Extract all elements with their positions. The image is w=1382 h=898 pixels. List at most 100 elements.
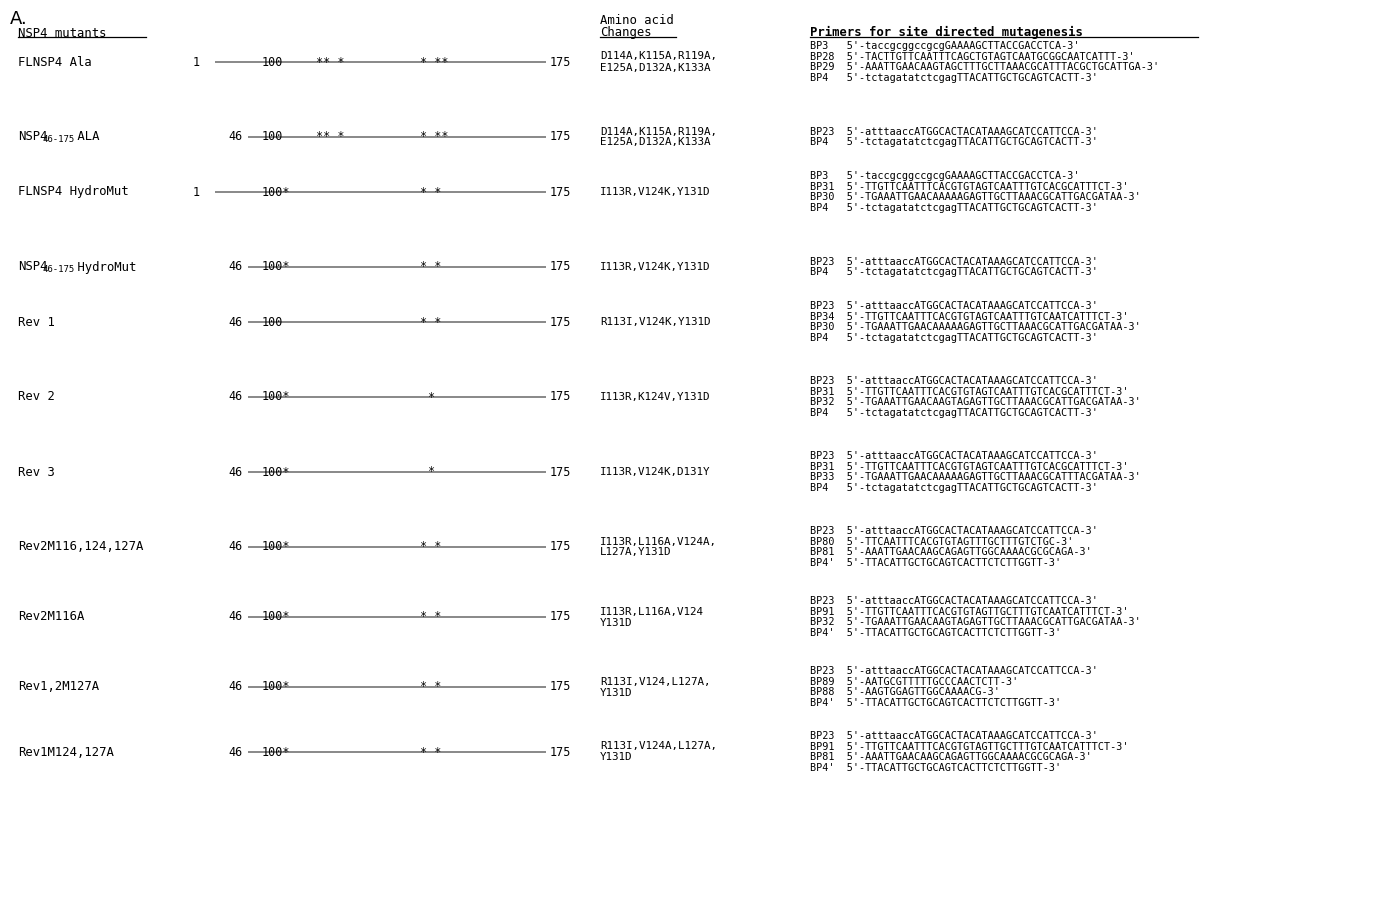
Text: 46: 46: [228, 130, 242, 144]
Text: D114A,K115A,R119A,: D114A,K115A,R119A,: [600, 127, 717, 136]
Text: BP4   5'-tctagatatctcgagTTACATTGCTGCAGTCACTT-3': BP4 5'-tctagatatctcgagTTACATTGCTGCAGTCAC…: [810, 268, 1097, 277]
Text: BP4   5'-tctagatatctcgagTTACATTGCTGCAGTCACTT-3': BP4 5'-tctagatatctcgagTTACATTGCTGCAGTCAC…: [810, 203, 1097, 213]
Text: BP34  5'-TTGTTCAATTTCACGTGTAGTCAATTTGTCAATCATTTCT-3': BP34 5'-TTGTTCAATTTCACGTGTAGTCAATTTGTCAA…: [810, 312, 1129, 321]
Text: 100*: 100*: [263, 186, 290, 198]
Text: 175: 175: [550, 130, 571, 144]
Text: 100*: 100*: [263, 260, 290, 274]
Text: A.: A.: [10, 10, 28, 28]
Text: 175: 175: [550, 391, 571, 403]
Text: 175: 175: [550, 315, 571, 329]
Text: BP32  5'-TGAAATTGAACAAGTAGAGTTGCTTAAACGCATTGACGATAA-3': BP32 5'-TGAAATTGAACAAGTAGAGTTGCTTAAACGCA…: [810, 397, 1140, 408]
Text: BP4'  5'-TTACATTGCTGCAGTCACTTCTCTTGGTT-3': BP4' 5'-TTACATTGCTGCAGTCACTTCTCTTGGTT-3': [810, 762, 1061, 773]
Text: BP4   5'-tctagatatctcgagTTACATTGCTGCAGTCACTT-3': BP4 5'-tctagatatctcgagTTACATTGCTGCAGTCAC…: [810, 333, 1097, 343]
Text: BP4   5'-tctagatatctcgagTTACATTGCTGCAGTCACTT-3': BP4 5'-tctagatatctcgagTTACATTGCTGCAGTCAC…: [810, 73, 1097, 83]
Text: 46: 46: [228, 315, 242, 329]
Text: BP81  5'-AAATTGAACAAGCAGAGTTGGCAAAACGCGCAGA-3': BP81 5'-AAATTGAACAAGCAGAGTTGGCAAAACGCGCA…: [810, 547, 1092, 558]
Text: R113I,V124K,Y131D: R113I,V124K,Y131D: [600, 317, 710, 327]
Text: I113R,V124K,Y131D: I113R,V124K,Y131D: [600, 262, 710, 272]
Text: BP91  5'-TTGTTCAATTTCACGTGTAGTTGCTTTGTCAATCATTTCT-3': BP91 5'-TTGTTCAATTTCACGTGTAGTTGCTTTGTCAA…: [810, 742, 1129, 752]
Text: BP81  5'-AAATTGAACAAGCAGAGTTGGCAAAACGCGCAGA-3': BP81 5'-AAATTGAACAAGCAGAGTTGGCAAAACGCGCA…: [810, 753, 1092, 762]
Text: * **: * **: [420, 56, 449, 68]
Text: BP33  5'-TGAAATTGAACAAAAAGAGTTGCTTAAACGCATTTACGATAA-3': BP33 5'-TGAAATTGAACAAAAAGAGTTGCTTAAACGCA…: [810, 472, 1140, 482]
Text: BP4'  5'-TTACATTGCTGCAGTCACTTCTCTTGGTT-3': BP4' 5'-TTACATTGCTGCAGTCACTTCTCTTGGTT-3': [810, 558, 1061, 568]
Text: Rev2M116,124,127A: Rev2M116,124,127A: [18, 541, 144, 553]
Text: * *: * *: [420, 315, 441, 329]
Text: 175: 175: [550, 541, 571, 553]
Text: BP80  5'-TTCAATTTCACGTGTAGTTTGCTTTGTCTGC-3': BP80 5'-TTCAATTTCACGTGTAGTTTGCTTTGTCTGC-…: [810, 537, 1074, 547]
Text: I113R,K124V,Y131D: I113R,K124V,Y131D: [600, 392, 710, 402]
Text: ** *: ** *: [316, 130, 344, 144]
Text: L127A,Y131D: L127A,Y131D: [600, 548, 672, 558]
Text: BP31  5'-TTGTTCAATTTCACGTGTAGTCAATTTGTCACGCATTTCT-3': BP31 5'-TTGTTCAATTTCACGTGTAGTCAATTTGTCAC…: [810, 387, 1129, 397]
Text: 1: 1: [193, 186, 200, 198]
Text: 46: 46: [228, 681, 242, 693]
Text: 46: 46: [228, 465, 242, 479]
Text: 46: 46: [228, 611, 242, 623]
Text: 100*: 100*: [263, 465, 290, 479]
Text: BP4'  5'-TTACATTGCTGCAGTCACTTCTCTTGGTT-3': BP4' 5'-TTACATTGCTGCAGTCACTTCTCTTGGTT-3': [810, 628, 1061, 638]
Text: 46: 46: [228, 260, 242, 274]
Text: 175: 175: [550, 260, 571, 274]
Text: BP23  5'-atttaaccATGGCACTACATAAAGCATCCATTCCA-3': BP23 5'-atttaaccATGGCACTACATAAAGCATCCATT…: [810, 596, 1097, 606]
Text: BP23  5'-atttaaccATGGCACTACATAAAGCATCCATTCCA-3': BP23 5'-atttaaccATGGCACTACATAAAGCATCCATT…: [810, 257, 1097, 267]
Text: Rev1,2M127A: Rev1,2M127A: [18, 681, 100, 693]
Text: 100*: 100*: [263, 611, 290, 623]
Text: ALA: ALA: [70, 130, 100, 144]
Text: BP31  5'-TTGTTCAATTTCACGTGTAGTCAATTTGTCACGCATTTCT-3': BP31 5'-TTGTTCAATTTCACGTGTAGTCAATTTGTCAC…: [810, 181, 1129, 192]
Text: BP23  5'-atttaaccATGGCACTACATAAAGCATCCATTCCA-3': BP23 5'-atttaaccATGGCACTACATAAAGCATCCATT…: [810, 127, 1097, 136]
Text: Y131D: Y131D: [600, 688, 633, 698]
Text: * *: * *: [420, 611, 441, 623]
Text: Amino acid: Amino acid: [600, 14, 674, 27]
Text: D114A,K115A,R119A,: D114A,K115A,R119A,: [600, 51, 717, 61]
Text: BP23  5'-atttaaccATGGCACTACATAAAGCATCCATTCCA-3': BP23 5'-atttaaccATGGCACTACATAAAGCATCCATT…: [810, 526, 1097, 536]
Text: Rev1M124,127A: Rev1M124,127A: [18, 745, 113, 759]
Text: *: *: [428, 465, 435, 479]
Text: 100: 100: [263, 315, 283, 329]
Text: 100: 100: [263, 130, 283, 144]
Text: HydroMut: HydroMut: [70, 260, 137, 274]
Text: FLNSP4 Ala: FLNSP4 Ala: [18, 56, 91, 68]
Text: BP4'  5'-TTACATTGCTGCAGTCACTTCTCTTGGTT-3': BP4' 5'-TTACATTGCTGCAGTCACTTCTCTTGGTT-3': [810, 698, 1061, 708]
Text: * **: * **: [420, 130, 449, 144]
Text: BP4   5'-tctagatatctcgagTTACATTGCTGCAGTCACTT-3': BP4 5'-tctagatatctcgagTTACATTGCTGCAGTCAC…: [810, 408, 1097, 418]
Text: BP23  5'-atttaaccATGGCACTACATAAAGCATCCATTCCA-3': BP23 5'-atttaaccATGGCACTACATAAAGCATCCATT…: [810, 452, 1097, 462]
Text: Rev2M116A: Rev2M116A: [18, 611, 84, 623]
Text: 46: 46: [228, 541, 242, 553]
Text: 100*: 100*: [263, 745, 290, 759]
Text: 46: 46: [228, 391, 242, 403]
Text: Rev 1: Rev 1: [18, 315, 55, 329]
Text: NSP4: NSP4: [18, 130, 47, 144]
Text: BP23  5'-atttaaccATGGCACTACATAAAGCATCCATTCCA-3': BP23 5'-atttaaccATGGCACTACATAAAGCATCCATT…: [810, 301, 1097, 312]
Text: 46-175: 46-175: [43, 266, 75, 275]
Text: Primers for site directed mutagenesis: Primers for site directed mutagenesis: [810, 26, 1083, 40]
Text: 175: 175: [550, 611, 571, 623]
Text: * *: * *: [420, 186, 441, 198]
Text: BP3   5'-taccgcggccgcgGAAAAGCTTACCGACCTCA-3': BP3 5'-taccgcggccgcgGAAAAGCTTACCGACCTCA-…: [810, 41, 1079, 51]
Text: BP91  5'-TTGTTCAATTTCACGTGTAGTTGCTTTGTCAATCATTTCT-3': BP91 5'-TTGTTCAATTTCACGTGTAGTTGCTTTGTCAA…: [810, 607, 1129, 617]
Text: BP3   5'-taccgcggccgcgGAAAAGCTTACCGACCTCA-3': BP3 5'-taccgcggccgcgGAAAAGCTTACCGACCTCA-…: [810, 172, 1079, 181]
Text: BP29  5'-AAATTGAACAAGTAGCTTTGCTTAAACGCATTTACGCTGCATTGA-3': BP29 5'-AAATTGAACAAGTAGCTTTGCTTAAACGCATT…: [810, 62, 1159, 72]
Text: 175: 175: [550, 465, 571, 479]
Text: BP88  5'-AAGTGGAGTTGGCAAAACG-3': BP88 5'-AAGTGGAGTTGGCAAAACG-3': [810, 687, 999, 697]
Text: * *: * *: [420, 260, 441, 274]
Text: Y131D: Y131D: [600, 753, 633, 762]
Text: BP4   5'-tctagatatctcgagTTACATTGCTGCAGTCACTT-3': BP4 5'-tctagatatctcgagTTACATTGCTGCAGTCAC…: [810, 137, 1097, 147]
Text: R113I,V124,L127A,: R113I,V124,L127A,: [600, 676, 710, 686]
Text: Changes: Changes: [600, 26, 652, 39]
Text: 46: 46: [228, 745, 242, 759]
Text: 100*: 100*: [263, 391, 290, 403]
Text: I113R,L116A,V124A,: I113R,L116A,V124A,: [600, 536, 717, 547]
Text: BP32  5'-TGAAATTGAACAAGTAGAGTTGCTTAAACGCATTGACGATAA-3': BP32 5'-TGAAATTGAACAAGTAGAGTTGCTTAAACGCA…: [810, 617, 1140, 627]
Text: Y131D: Y131D: [600, 618, 633, 628]
Text: BP30  5'-TGAAATTGAACAAAAAGAGTTGCTTAAACGCATTGACGATAA-3': BP30 5'-TGAAATTGAACAAAAAGAGTTGCTTAAACGCA…: [810, 192, 1140, 202]
Text: Rev 3: Rev 3: [18, 465, 55, 479]
Text: * *: * *: [420, 681, 441, 693]
Text: BP89  5'-AATGCGTTTTTGCCCAACTCTT-3': BP89 5'-AATGCGTTTTTGCCCAACTCTT-3': [810, 677, 1019, 687]
Text: BP23  5'-atttaaccATGGCACTACATAAAGCATCCATTCCA-3': BP23 5'-atttaaccATGGCACTACATAAAGCATCCATT…: [810, 731, 1097, 741]
Text: I113R,L116A,V124: I113R,L116A,V124: [600, 606, 703, 617]
Text: 100*: 100*: [263, 541, 290, 553]
Text: *: *: [428, 391, 435, 403]
Text: R113I,V124A,L127A,: R113I,V124A,L127A,: [600, 742, 717, 752]
Text: BP23  5'-atttaaccATGGCACTACATAAAGCATCCATTCCA-3': BP23 5'-atttaaccATGGCACTACATAAAGCATCCATT…: [810, 666, 1097, 676]
Text: E125A,D132A,K133A: E125A,D132A,K133A: [600, 63, 710, 73]
